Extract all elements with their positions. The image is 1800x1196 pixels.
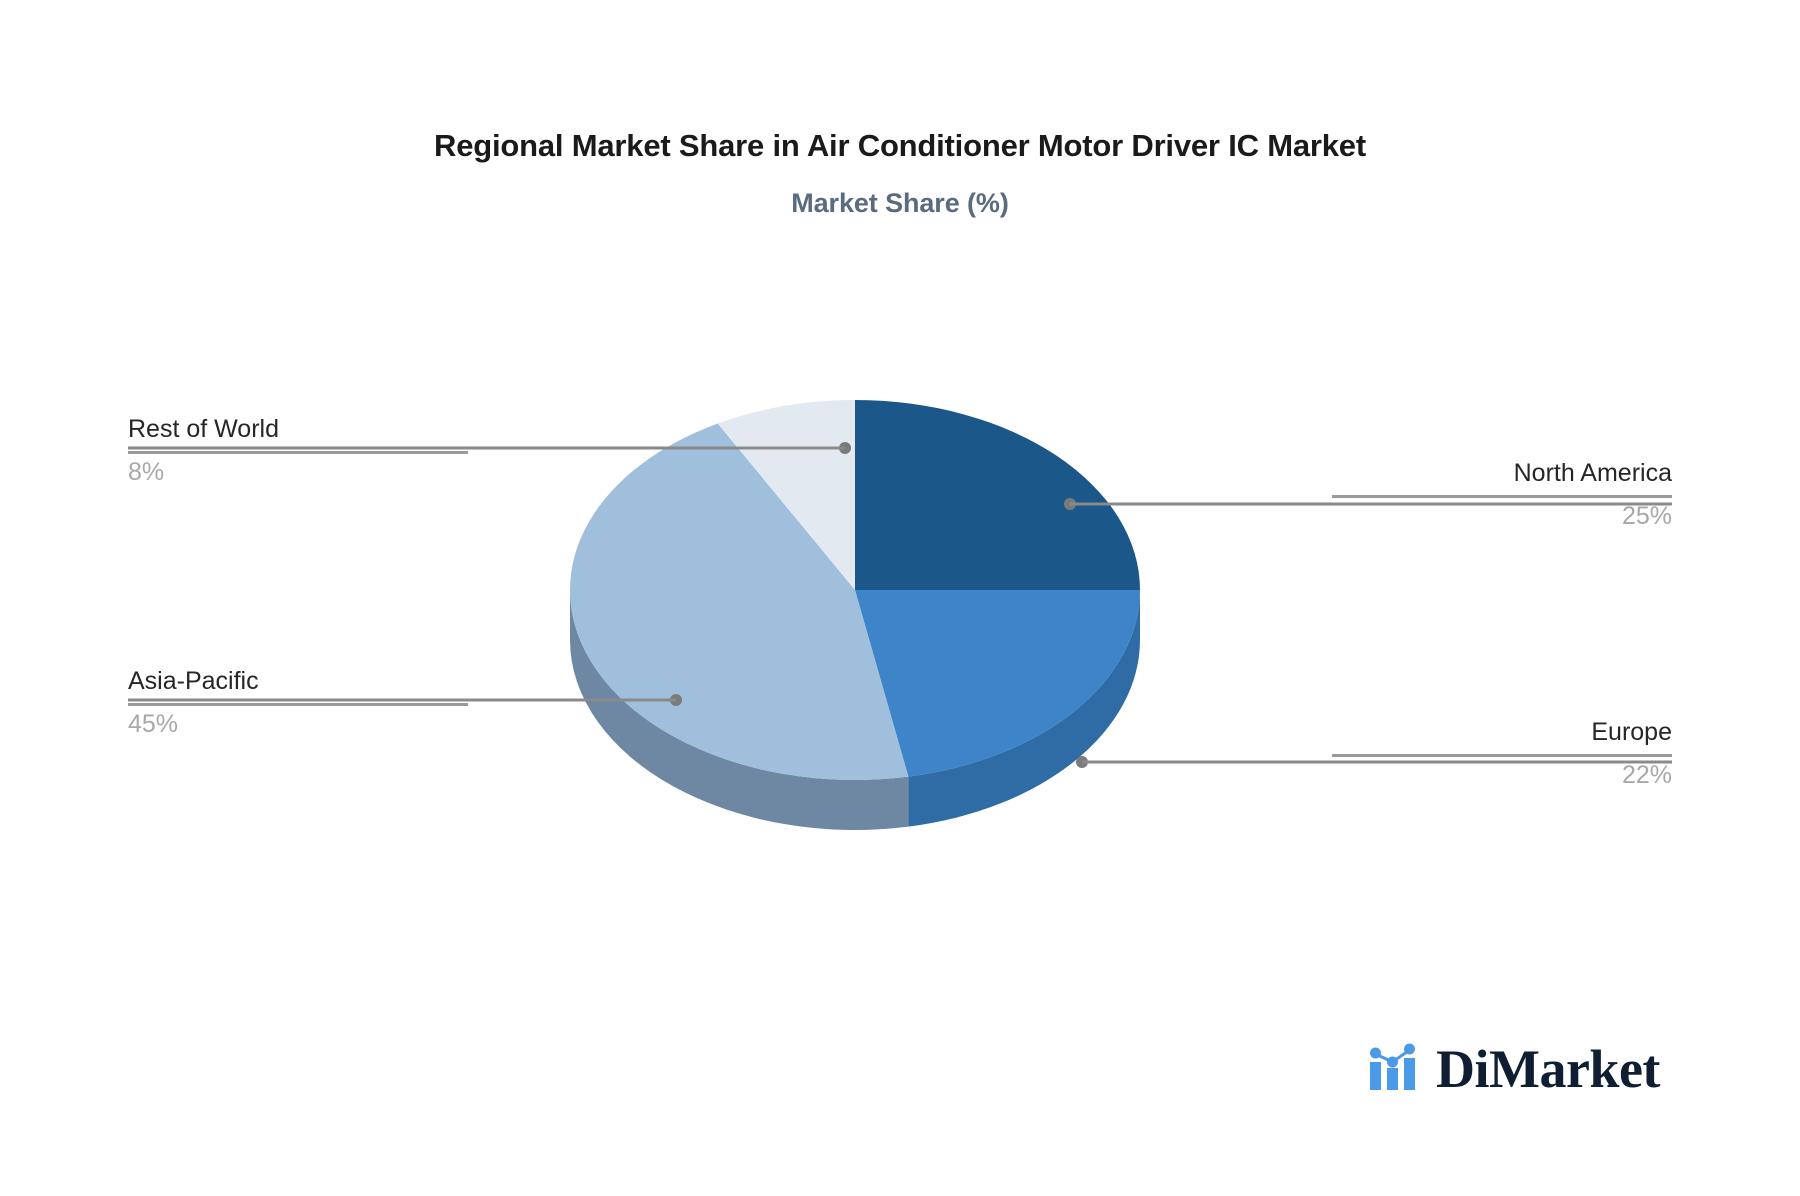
chart-subtitle: Market Share (%) [791, 188, 1009, 218]
brand-logo: DiMarket [1368, 1040, 1660, 1097]
callout-europe-value: 22% [1621, 760, 1672, 789]
callout-asia-pacific: Asia-Pacific 45% [128, 667, 468, 739]
pie-slice-asia-pacific [570, 423, 909, 780]
bar-chart-icon [1368, 1040, 1422, 1097]
brand-name: DiMarket [1436, 1038, 1660, 1099]
callout-north-america-value: 25% [1621, 501, 1672, 530]
pie-side-europe [908, 590, 1140, 827]
callout-north-america-label: North America [1513, 459, 1672, 487]
callout-europe-label: Europe [1591, 718, 1672, 746]
callout-north-america: North America 25% [1332, 459, 1672, 531]
callout-north-america-rule [1332, 494, 1672, 498]
callout-europe: Europe 22% [1332, 718, 1672, 790]
pie-slice-north-america [855, 400, 1140, 590]
callout-rest-of-world: Rest of World 8% [128, 415, 468, 487]
pie-side-asia-pacific [570, 590, 909, 830]
callout-rest-of-world-label: Rest of World [128, 415, 279, 443]
chart-title: Regional Market Share in Air Conditioner… [434, 128, 1366, 163]
pie-top-faces [570, 400, 1140, 780]
callout-asia-pacific-label: Asia-Pacific [128, 667, 259, 695]
pie-chart [565, 370, 1235, 950]
pie-3d-side-walls [570, 590, 1140, 830]
callout-asia-pacific-value: 45% [128, 709, 179, 738]
callout-asia-pacific-rule [128, 702, 468, 706]
callout-rest-of-world-rule [128, 450, 468, 454]
callout-europe-rule [1332, 753, 1672, 757]
pie-slice-europe [855, 590, 1140, 777]
callout-rest-of-world-value: 8% [128, 457, 165, 486]
